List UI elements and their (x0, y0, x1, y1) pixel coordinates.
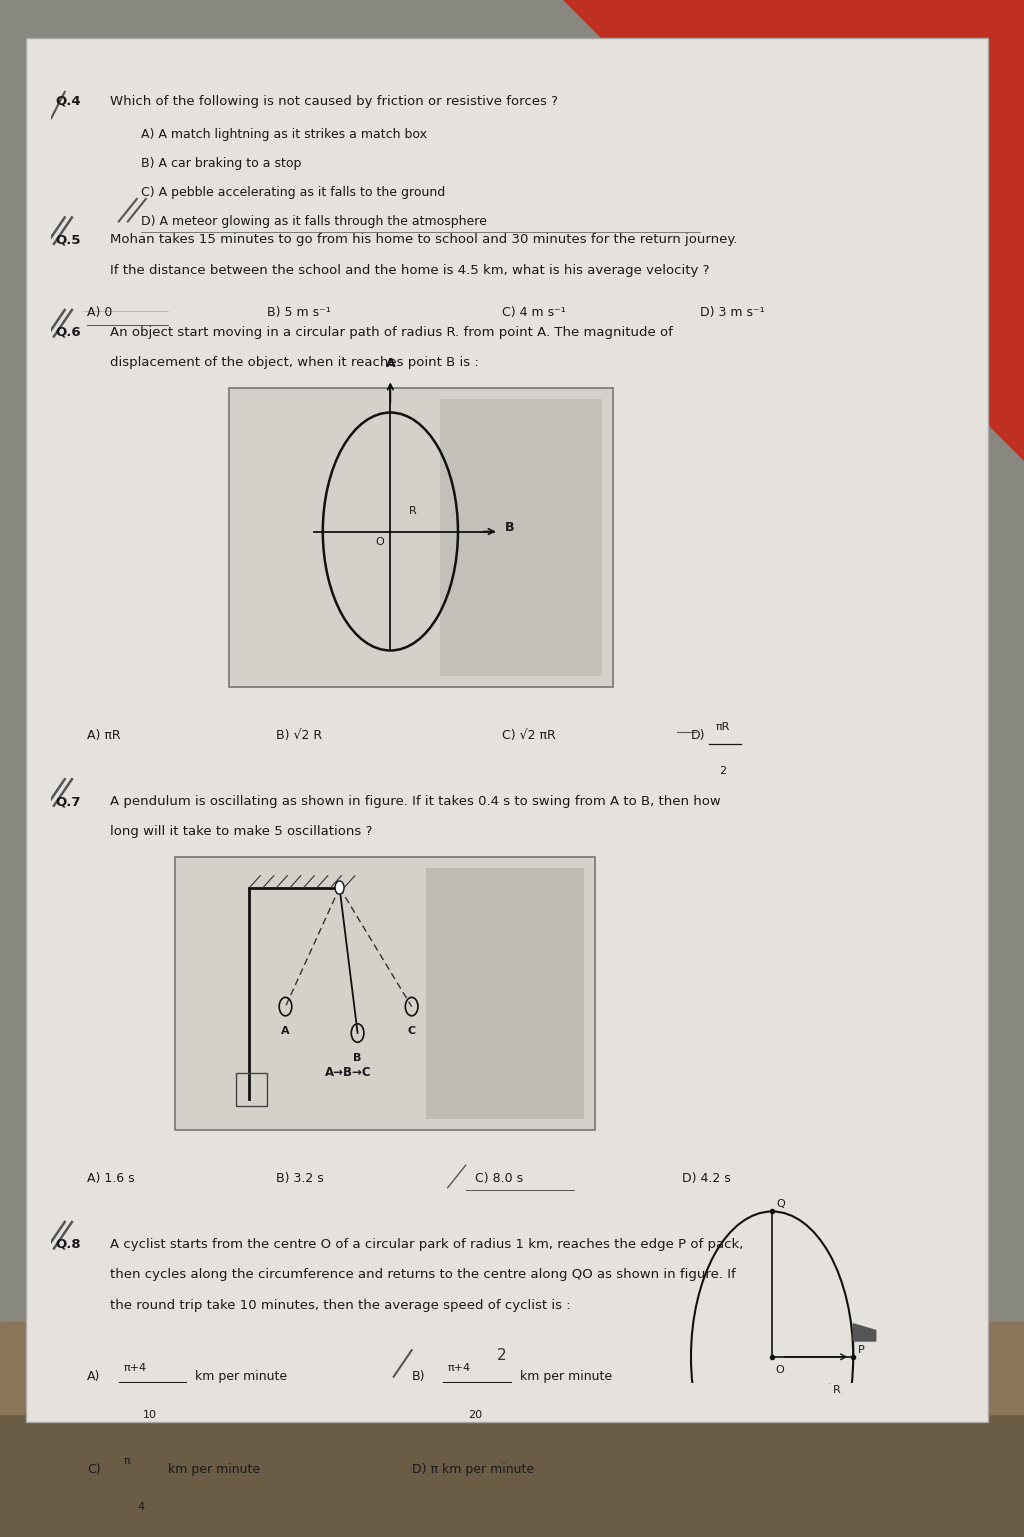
Text: B) 3.2 s: B) 3.2 s (276, 1171, 325, 1185)
Text: 4: 4 (138, 1502, 144, 1512)
Text: O: O (375, 536, 384, 547)
Text: B): B) (412, 1369, 425, 1383)
Text: B: B (353, 1053, 361, 1064)
FancyBboxPatch shape (439, 398, 602, 676)
Text: π+4: π+4 (447, 1363, 471, 1374)
Text: 2: 2 (719, 765, 726, 776)
Text: C) 4 m s⁻¹: C) 4 m s⁻¹ (502, 306, 565, 320)
Text: Mohan takes 15 minutes to go from his home to school and 30 minutes for the retu: Mohan takes 15 minutes to go from his ho… (110, 234, 737, 246)
Text: then cycles along the circumference and returns to the centre along QO as shown : then cycles along the circumference and … (110, 1268, 735, 1282)
FancyBboxPatch shape (228, 387, 612, 687)
FancyBboxPatch shape (426, 868, 584, 1119)
Text: Q: Q (776, 1199, 785, 1210)
Text: C): C) (87, 1463, 101, 1476)
Text: 10: 10 (143, 1409, 158, 1420)
Text: A cyclist starts from the centre O of a circular park of radius 1 km, reaches th: A cyclist starts from the centre O of a … (110, 1237, 743, 1251)
Text: D) 3 m s⁻¹: D) 3 m s⁻¹ (700, 306, 765, 320)
Polygon shape (563, 0, 1024, 461)
Text: R: R (409, 506, 417, 515)
Text: π+4: π+4 (123, 1363, 146, 1374)
Bar (236, 1073, 267, 1105)
Text: Q.7: Q.7 (55, 795, 81, 808)
Text: πR: πR (716, 722, 730, 733)
Text: km per minute: km per minute (196, 1369, 288, 1383)
Text: B: B (505, 521, 514, 533)
Text: An object start moving in a circular path of radius R. from point A. The magnitu: An object start moving in a circular pat… (110, 326, 673, 338)
Polygon shape (853, 1323, 876, 1340)
Text: B) √2 R: B) √2 R (276, 729, 323, 742)
Text: A→B→C: A→B→C (326, 1067, 372, 1079)
Text: km per minute: km per minute (520, 1369, 612, 1383)
Text: Q.6: Q.6 (55, 326, 81, 338)
Text: A: A (386, 357, 395, 370)
Text: If the distance between the school and the home is 4.5 km, what is his average v: If the distance between the school and t… (110, 264, 710, 277)
Text: Q.8: Q.8 (55, 1237, 81, 1251)
Text: A: A (282, 1027, 290, 1036)
Text: D) π km per minute: D) π km per minute (412, 1463, 534, 1476)
Text: C: C (408, 1027, 416, 1036)
Text: the round trip take 10 minutes, then the average speed of cyclist is :: the round trip take 10 minutes, then the… (110, 1299, 570, 1311)
Text: B) A car braking to a stop: B) A car braking to a stop (141, 157, 302, 169)
Text: km per minute: km per minute (168, 1463, 260, 1476)
Text: C) A pebble accelerating as it falls to the ground: C) A pebble accelerating as it falls to … (141, 186, 445, 198)
FancyBboxPatch shape (26, 38, 988, 1422)
Text: A) 1.6 s: A) 1.6 s (87, 1171, 135, 1185)
Text: π: π (123, 1456, 130, 1466)
FancyBboxPatch shape (175, 858, 595, 1130)
Text: C) 8.0 s: C) 8.0 s (475, 1171, 523, 1185)
Text: A pendulum is oscillating as shown in figure. If it takes 0.4 s to swing from A : A pendulum is oscillating as shown in fi… (110, 795, 721, 808)
Text: C) √2 πR: C) √2 πR (502, 729, 555, 742)
Text: 2: 2 (497, 1348, 507, 1363)
Text: A) 0: A) 0 (87, 306, 113, 320)
Text: A): A) (87, 1369, 100, 1383)
Text: 20: 20 (468, 1409, 481, 1420)
Text: Q.4: Q.4 (55, 94, 81, 108)
Text: long will it take to make 5 oscillations ?: long will it take to make 5 oscillations… (110, 825, 372, 839)
Text: displacement of the object, when it reaches point B is :: displacement of the object, when it reac… (110, 357, 478, 369)
Text: A) A match lightning as it strikes a match box: A) A match lightning as it strikes a mat… (141, 128, 427, 140)
Text: D) 4.2 s: D) 4.2 s (682, 1171, 731, 1185)
Text: O: O (776, 1365, 784, 1374)
Text: P: P (858, 1345, 864, 1356)
Text: Which of the following is not caused by friction or resistive forces ?: Which of the following is not caused by … (110, 94, 558, 108)
Text: Q.5: Q.5 (55, 234, 81, 246)
Circle shape (335, 881, 344, 895)
Text: D) A meteor glowing as it falls through the atmosphere: D) A meteor glowing as it falls through … (141, 215, 487, 227)
Text: D): D) (691, 729, 706, 742)
Text: R: R (834, 1385, 841, 1394)
Text: A) πR: A) πR (87, 729, 121, 742)
Text: B) 5 m s⁻¹: B) 5 m s⁻¹ (267, 306, 331, 320)
